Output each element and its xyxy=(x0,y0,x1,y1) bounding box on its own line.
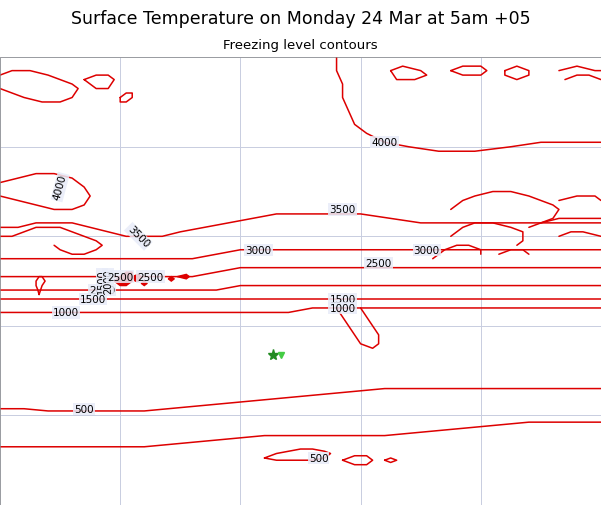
Text: 1500: 1500 xyxy=(97,269,107,294)
Polygon shape xyxy=(168,277,174,282)
Text: 3500: 3500 xyxy=(329,205,356,215)
Text: 4000: 4000 xyxy=(52,174,69,201)
Text: 1000: 1000 xyxy=(53,308,79,318)
Polygon shape xyxy=(141,282,147,286)
Text: Surface Temperature on Monday 24 Mar at 5am +05: Surface Temperature on Monday 24 Mar at … xyxy=(71,10,530,28)
Text: 1000: 1000 xyxy=(329,304,356,313)
Text: 2500: 2500 xyxy=(137,272,163,282)
Text: 500: 500 xyxy=(309,453,328,463)
Text: Freezing level contours: Freezing level contours xyxy=(223,39,378,52)
Text: 1500: 1500 xyxy=(329,294,356,305)
Text: 3000: 3000 xyxy=(413,245,440,255)
Text: 2000: 2000 xyxy=(103,269,113,294)
Text: 1500: 1500 xyxy=(80,294,106,305)
Polygon shape xyxy=(177,275,189,279)
Text: 2500: 2500 xyxy=(365,259,392,269)
Polygon shape xyxy=(114,273,132,286)
Text: 3000: 3000 xyxy=(245,245,272,255)
Text: 4000: 4000 xyxy=(371,138,398,148)
Text: 3500: 3500 xyxy=(126,224,151,249)
Polygon shape xyxy=(132,275,141,282)
Text: 2500: 2500 xyxy=(107,272,133,282)
Text: 500: 500 xyxy=(75,404,94,414)
Text: 2000: 2000 xyxy=(89,285,115,295)
